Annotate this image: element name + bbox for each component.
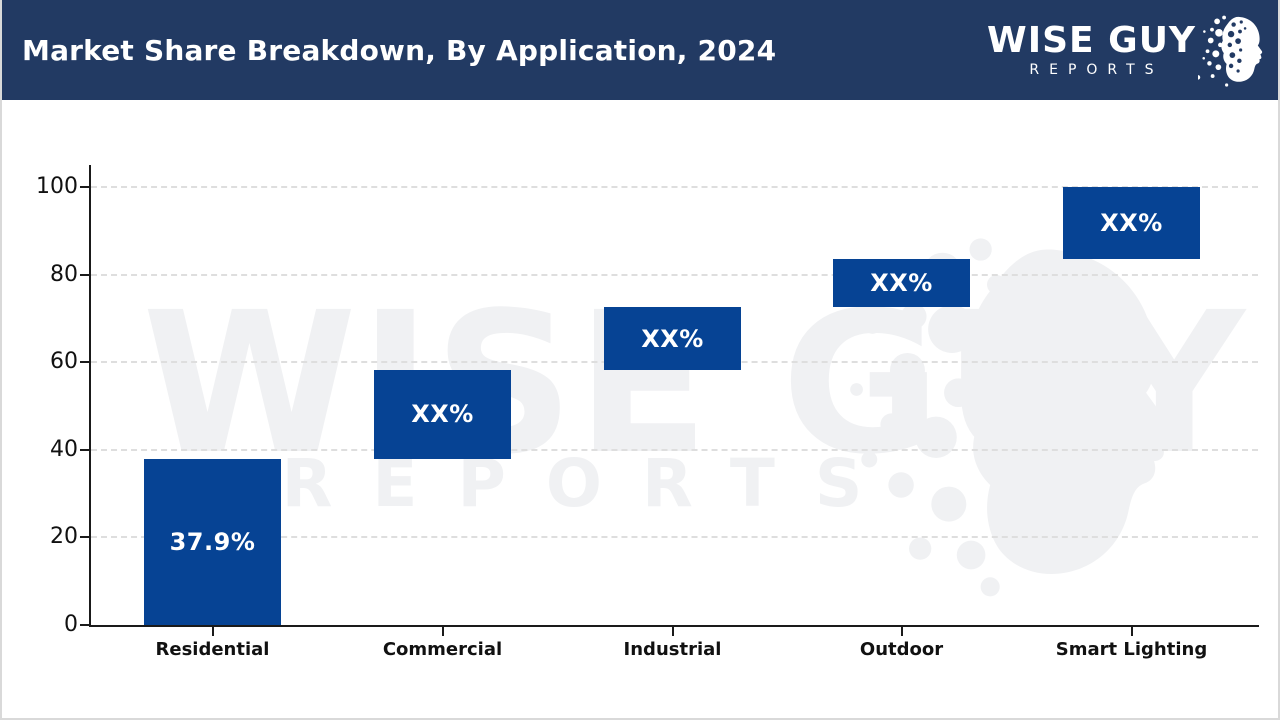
bar-industrial: XX% [604, 307, 741, 370]
logo-face-icon [1198, 15, 1263, 87]
header-bar: Market Share Breakdown, By Application, … [2, 0, 1278, 100]
bar-value-label: XX% [870, 269, 933, 298]
gridline-20 [91, 536, 1258, 539]
logo-text: WISE GUY REPORTS [986, 20, 1196, 78]
y-axis-tick-label: 0 [64, 612, 78, 637]
bar-value-label: 37.9% [169, 527, 256, 556]
y-axis-tick [80, 186, 90, 188]
y-axis-tick-label: 100 [36, 174, 78, 199]
chart-area: WISE GUY REPORTS 0 20 40 60 80 100 37.9% Reside… [2, 100, 1278, 718]
watermark-face-icon [850, 238, 1168, 597]
bar-commercial: XX% [374, 369, 511, 459]
gridline-100 [91, 186, 1258, 188]
logo-subtitle: REPORTS [1029, 62, 1164, 78]
bar-smart-lighting: XX% [1063, 187, 1200, 259]
x-axis-category-label: Smart Lighting [1055, 639, 1208, 660]
x-axis-tick [441, 627, 444, 636]
bar-residential: 37.9% [144, 458, 281, 625]
y-axis-tick [80, 361, 90, 364]
y-axis-tick-label: 40 [50, 436, 78, 462]
y-axis-tick [80, 624, 90, 626]
x-axis-line [89, 625, 1259, 627]
y-axis-tick-label: 20 [50, 524, 78, 550]
y-axis-tick-label: 60 [50, 349, 78, 375]
bar-value-label: XX% [1100, 208, 1163, 237]
x-axis-tick [671, 627, 674, 636]
y-axis-line [89, 165, 91, 627]
x-axis-tick [900, 627, 903, 636]
bar-value-label: XX% [641, 324, 704, 353]
y-axis-tick [80, 536, 90, 539]
watermark: WISE GUY REPORTS [2, 100, 1278, 718]
bar-outdoor: XX% [833, 258, 970, 308]
x-axis-category-label: Industrial [623, 639, 722, 660]
y-axis-tick [80, 448, 90, 451]
x-axis-category-label: Commercial [382, 639, 503, 660]
x-axis-category-label: Residential [155, 639, 270, 660]
y-axis-tick-label: 80 [50, 261, 78, 287]
wise-guy-logo: WISE GUY REPORTS [987, 11, 1268, 89]
gridline-80 [91, 273, 1258, 276]
y-axis-tick [80, 273, 90, 276]
x-axis-tick [1130, 627, 1133, 636]
gridline-40 [91, 448, 1258, 451]
bar-value-label: XX% [411, 400, 474, 429]
logo-wordmark: WISE GUY [986, 20, 1196, 61]
x-axis-category-label: Outdoor [859, 639, 944, 660]
x-axis-tick [211, 627, 214, 636]
chart-title: Market Share Breakdown, By Application, … [22, 33, 777, 67]
